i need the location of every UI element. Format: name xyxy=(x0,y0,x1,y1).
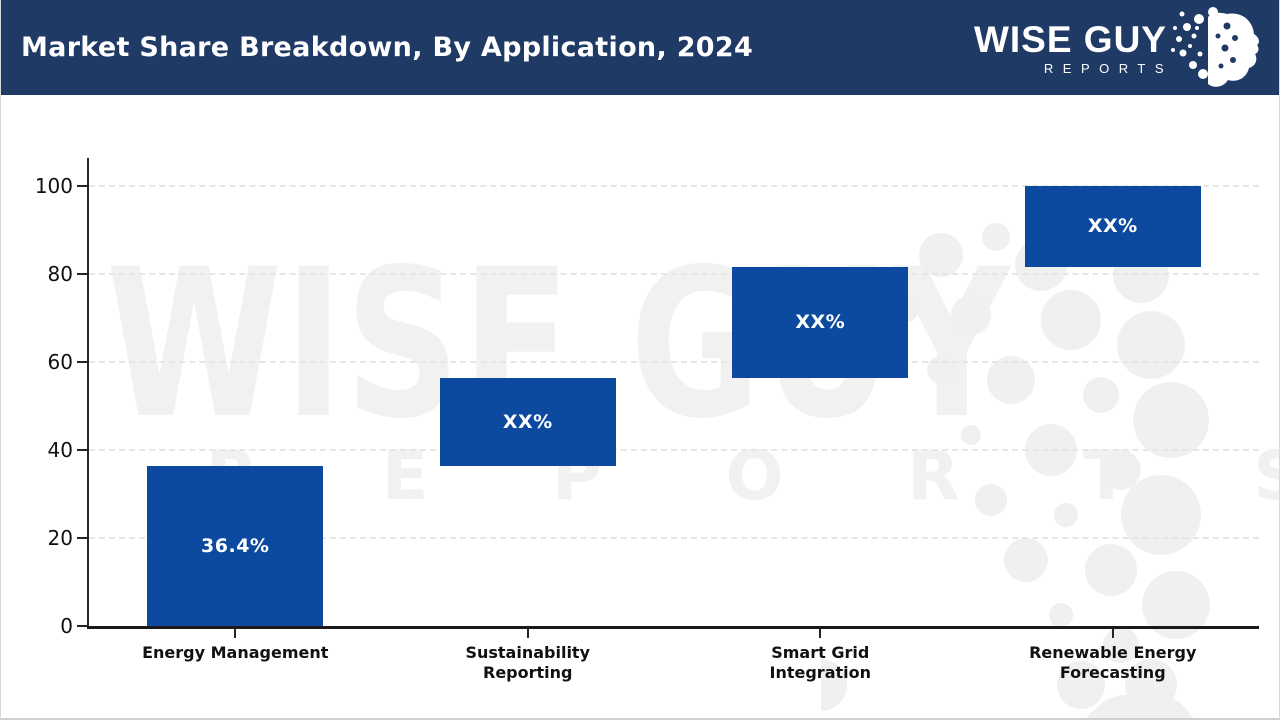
gridline-20 xyxy=(89,537,1259,539)
bar-value-label: 36.4% xyxy=(201,534,270,557)
bar-segment: XX% xyxy=(439,377,616,466)
y-axis-line xyxy=(87,158,89,628)
logo-subtitle: REPORTS xyxy=(1043,60,1173,76)
x-tick-0 xyxy=(234,629,237,638)
logo-text: WISE GUY REPORTS xyxy=(974,21,1167,75)
bar-segment: XX% xyxy=(732,266,909,378)
y-tick-80 xyxy=(77,273,87,275)
y-tick-label-60: 60 xyxy=(47,350,73,374)
logo-face-icon xyxy=(1171,6,1259,87)
y-tick-label-0: 0 xyxy=(60,614,73,638)
header: Market Share Breakdown, By Application, … xyxy=(1,0,1279,95)
x-category-label: Smart Grid Integration xyxy=(769,643,872,682)
bar-segment: XX% xyxy=(1024,186,1201,267)
x-category-label: Energy Management xyxy=(142,643,329,662)
y-tick-label-40: 40 xyxy=(47,438,73,462)
y-tick-0 xyxy=(77,625,87,627)
bar-value-label: XX% xyxy=(1087,215,1138,238)
y-tick-40 xyxy=(77,449,87,451)
wiseguy-logo: WISE GUY REPORTS xyxy=(974,6,1261,90)
gridline-80 xyxy=(89,273,1259,275)
logo-wordmark: WISE GUY xyxy=(973,18,1167,60)
gridline-60 xyxy=(89,361,1259,363)
x-axis-line xyxy=(87,626,1259,629)
chart-area: WISE GUY R E P O R T S xyxy=(1,95,1279,718)
gridline-40 xyxy=(89,449,1259,451)
x-category-label: Sustainability Reporting xyxy=(465,643,591,682)
x-category-label: Renewable Energy Forecasting xyxy=(1029,643,1197,682)
bar-value-label: XX% xyxy=(795,311,846,334)
y-tick-100 xyxy=(77,185,87,187)
y-tick-60 xyxy=(77,361,87,363)
gridline-100 xyxy=(89,185,1259,187)
y-tick-label-80: 80 xyxy=(47,262,73,286)
bar-value-label: XX% xyxy=(502,410,553,433)
page-title: Market Share Breakdown, By Application, … xyxy=(21,32,754,63)
x-tick-3 xyxy=(1111,629,1114,638)
x-tick-1 xyxy=(526,629,529,638)
y-tick-label-20: 20 xyxy=(47,526,73,550)
waterfall-plot: 0 20 40 60 80 100 36.4% XX% XX% XX% Energy Managem… xyxy=(1,95,1279,718)
x-tick-2 xyxy=(819,629,822,638)
y-tick-20 xyxy=(77,537,87,539)
bar-segment: 36.4% xyxy=(147,465,324,626)
y-tick-label-100: 100 xyxy=(34,174,73,198)
